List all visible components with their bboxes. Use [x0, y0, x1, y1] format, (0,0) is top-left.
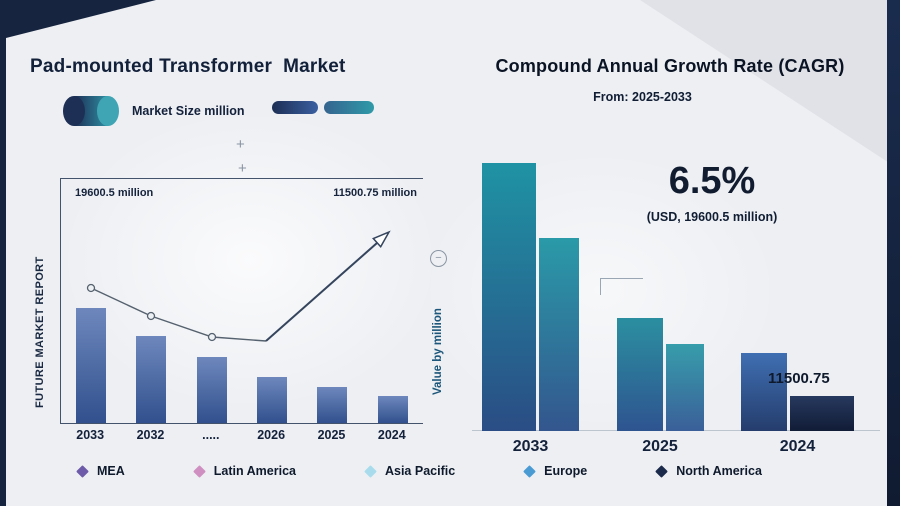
- market-size-bar: [317, 387, 348, 423]
- x-axis-label: 2032: [136, 428, 165, 442]
- page-title: Pad-mounted Transformer Market: [30, 56, 346, 77]
- cagr-bar: [665, 344, 704, 431]
- x-axis-label: 2024: [779, 438, 816, 455]
- market-size-label: Market Size million: [132, 104, 245, 118]
- bar-column: [363, 211, 423, 423]
- legend-label: Latin America: [213, 464, 296, 478]
- legend-label: MEA: [97, 464, 125, 478]
- legend-label: Asia Pacific: [384, 464, 456, 478]
- x-axis-label: 2025: [642, 438, 678, 455]
- minus-circle-icon: −: [430, 250, 447, 267]
- diamond-icon: [192, 464, 206, 478]
- database-cylinder-icon: [63, 96, 119, 126]
- left-edge-bar: [0, 0, 6, 506]
- bar-column: [302, 211, 362, 423]
- chart-plot-area: [61, 211, 423, 423]
- cagr-value: 6.5%: [668, 160, 756, 202]
- step-line-decoration: [600, 278, 643, 295]
- cagr-bar-group-2024: 2024: [741, 353, 854, 460]
- right-edge-bar: [887, 0, 900, 506]
- market-size-chart: 19600.5 million 11500.75 million: [60, 178, 423, 424]
- market-size-bar: [257, 377, 288, 423]
- x-axis-label: 2025: [317, 428, 346, 442]
- cagr-note: (USD, 19600.5 million): [646, 209, 778, 224]
- corner-triangle-decoration: [6, 0, 156, 38]
- bar-column: [61, 211, 121, 423]
- diamond-icon: [655, 464, 669, 478]
- cagr-bar: [741, 353, 787, 431]
- value-label-2024: 11500.75 million: [333, 187, 417, 199]
- x-axis-label: 2024: [377, 428, 406, 442]
- plus-icon: +: [236, 136, 245, 153]
- value-annotation-2024: 11500.75: [768, 370, 830, 387]
- bar-groups: 2033 2025 2024: [472, 160, 880, 460]
- bar-pair: [616, 318, 704, 431]
- cagr-bar-group-2033: 2033: [482, 163, 579, 460]
- cagr-bar: [790, 396, 854, 431]
- region-legend: MEA Latin America Asia Pacific Europe North …: [76, 464, 762, 478]
- value-label-2033: 19600.5 million: [75, 187, 154, 199]
- bar-pair: [482, 163, 579, 431]
- x-axis-label: 2033: [76, 428, 105, 442]
- bar-series: [61, 211, 423, 423]
- x-axis-label: 2033: [512, 438, 549, 455]
- cagr-bar: [539, 238, 579, 431]
- legend-item-north-america: North America: [655, 464, 762, 478]
- legend-label: Europe: [544, 464, 588, 478]
- market-size-bar: [136, 336, 167, 423]
- diamond-icon: [76, 464, 89, 478]
- x-axis-label: 2026: [257, 428, 286, 442]
- bar-column: [121, 211, 181, 423]
- diamond-icon: [364, 464, 377, 478]
- pill-right: [324, 101, 374, 114]
- x-axis-label: .....: [202, 428, 220, 442]
- cagr-bar: [482, 163, 536, 431]
- cagr-bar: [616, 318, 663, 431]
- market-size-bar: [196, 357, 227, 423]
- cagr-chart: 2033 2025 2024 6.5% (USD, 19600.5 million)…: [472, 160, 880, 460]
- market-size-row: Market Size million: [62, 94, 245, 128]
- legend-label: North America: [676, 464, 762, 478]
- bar-column: [242, 211, 302, 423]
- right-chart-y-axis-label: Value by million: [432, 308, 444, 395]
- gradient-pill-decoration: [272, 101, 374, 114]
- pill-left: [272, 101, 318, 114]
- cagr-bar-group-2025: 2025: [616, 318, 704, 460]
- diamond-icon: [523, 464, 537, 478]
- chart-top-labels: 19600.5 million 11500.75 million: [61, 179, 423, 199]
- bar-pair: [741, 353, 854, 431]
- legend-item-mea: MEA: [76, 464, 125, 478]
- legend-item-asia-pacific: Asia Pacific: [364, 464, 456, 478]
- plus-icon: +: [238, 160, 247, 177]
- market-size-bar: [76, 308, 107, 423]
- cagr-title: Compound Annual Growth Rate (CAGR): [495, 56, 845, 76]
- cagr-subtitle: From: 2025-2033: [593, 90, 692, 104]
- market-size-bar: [377, 396, 408, 423]
- legend-item-europe: Europe: [523, 464, 588, 478]
- x-axis-labels: 2033 2032..... 2026 2025 2024: [60, 428, 422, 442]
- cagr-callout: 6.5% (USD, 19600.5 million): [592, 160, 832, 224]
- legend-item-latin-america: Latin America: [192, 464, 296, 478]
- bar-column: [182, 211, 242, 423]
- left-chart-y-axis-label: FUTURE MARKET REPORT: [34, 256, 46, 408]
